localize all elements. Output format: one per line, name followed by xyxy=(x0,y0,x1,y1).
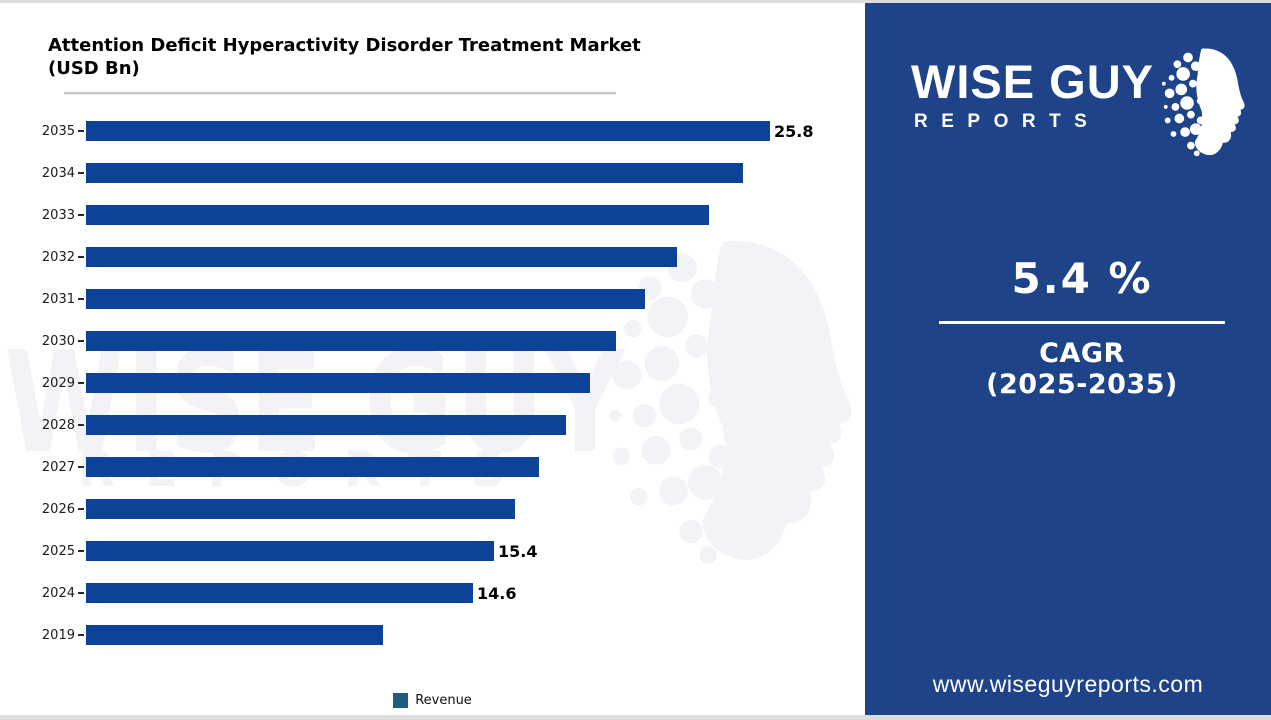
y-tick-label: 2033 xyxy=(41,207,75,223)
y-tick-mark xyxy=(78,214,84,216)
revenue-bar xyxy=(86,121,770,141)
wiseguy-head-icon xyxy=(1158,44,1250,162)
chart-title: Attention Deficit Hyperactivity Disorder… xyxy=(48,34,768,80)
revenue-bar xyxy=(86,415,566,435)
chart-title-line2: (USD Bn) xyxy=(48,58,140,79)
title-underline xyxy=(64,92,616,94)
chart-row: 2032 xyxy=(0,236,865,278)
y-tick-mark xyxy=(78,550,84,552)
bottom-border-strip xyxy=(0,715,1271,720)
y-tick-mark xyxy=(78,508,84,510)
revenue-bar xyxy=(86,625,383,645)
y-tick-label: 2034 xyxy=(41,165,75,181)
chart-row: 2027 xyxy=(0,446,865,488)
y-tick-label: 2025 xyxy=(41,543,75,559)
chart-row: 2031 xyxy=(0,278,865,320)
revenue-bar xyxy=(86,541,494,561)
chart-row: 2025 15.4 xyxy=(0,530,865,572)
revenue-bar xyxy=(86,331,616,351)
revenue-bar xyxy=(86,247,677,267)
chart-row: 2028 xyxy=(0,404,865,446)
chart-row: 2024 14.6 xyxy=(0,572,865,614)
revenue-bar xyxy=(86,583,473,603)
y-tick-label: 2029 xyxy=(41,375,75,391)
y-tick-mark xyxy=(78,130,84,132)
chart-row: 2034 xyxy=(0,152,865,194)
chart-row: 2033 xyxy=(0,194,865,236)
revenue-bar xyxy=(86,205,709,225)
chart-row: 2019 xyxy=(0,614,865,656)
top-border-strip xyxy=(0,0,1271,3)
y-tick-mark xyxy=(78,298,84,300)
y-tick-label: 2026 xyxy=(41,501,75,517)
cagr-label: CAGR xyxy=(1039,338,1125,369)
logo-wordmark: WISE GUY xyxy=(911,55,1155,108)
logo-text: WISE GUY REPORTS xyxy=(911,44,1154,162)
y-tick-mark xyxy=(78,256,84,258)
legend-swatch-revenue xyxy=(393,693,409,708)
revenue-bar xyxy=(86,457,539,477)
chart-row: 2026 xyxy=(0,488,865,530)
chart-row: 2029 xyxy=(0,362,865,404)
legend-label: Revenue xyxy=(415,693,472,708)
cagr-block: 5.4 % CAGR (2025-2035) xyxy=(865,254,1271,400)
y-tick-mark xyxy=(78,382,84,384)
chart-title-line1: Attention Deficit Hyperactivity Disorder… xyxy=(48,35,641,56)
revenue-bar xyxy=(86,289,645,309)
y-tick-label: 2019 xyxy=(41,627,75,643)
chart-row: 2035 25.8 xyxy=(0,110,865,152)
y-tick-label: 2035 xyxy=(41,123,75,139)
y-tick-label: 2028 xyxy=(41,417,75,433)
bar-value-label: 25.8 xyxy=(774,121,814,141)
brand-panel: WISE GUY REPORTS 5.4 % CAGR (2025-2035) … xyxy=(865,0,1271,720)
website-url: www.wiseguyreports.com xyxy=(932,671,1204,697)
cagr-value: 5.4 % xyxy=(1011,254,1153,303)
bar-value-label: 14.6 xyxy=(477,583,517,603)
y-tick-label: 2032 xyxy=(41,249,75,265)
cagr-divider xyxy=(939,321,1225,324)
revenue-bar xyxy=(86,373,590,393)
y-tick-mark xyxy=(78,634,84,636)
chart-pane: WISE GUY REPORTS Attention Deficit Hyper… xyxy=(0,34,865,708)
y-tick-mark xyxy=(78,466,84,468)
y-tick-mark xyxy=(78,592,84,594)
wiseguy-logo: WISE GUY REPORTS xyxy=(911,44,1250,162)
y-tick-label: 2024 xyxy=(41,585,75,601)
bar-chart: 2035 25.8 2034 2033 2032 2031 2030 2029 2028 2027… xyxy=(0,110,865,656)
revenue-bar xyxy=(86,163,743,183)
revenue-bar xyxy=(86,499,515,519)
y-tick-label: 2030 xyxy=(41,333,75,349)
y-tick-mark xyxy=(78,340,84,342)
bar-value-label: 15.4 xyxy=(498,541,538,561)
y-tick-label: 2031 xyxy=(41,291,75,307)
y-tick-mark xyxy=(78,424,84,426)
y-tick-label: 2027 xyxy=(41,459,75,475)
chart-row: 2030 xyxy=(0,320,865,362)
legend: Revenue xyxy=(0,693,865,708)
cagr-range: (2025-2035) xyxy=(986,369,1178,400)
logo-subtitle: REPORTS xyxy=(914,111,1101,132)
y-tick-mark xyxy=(78,172,84,174)
